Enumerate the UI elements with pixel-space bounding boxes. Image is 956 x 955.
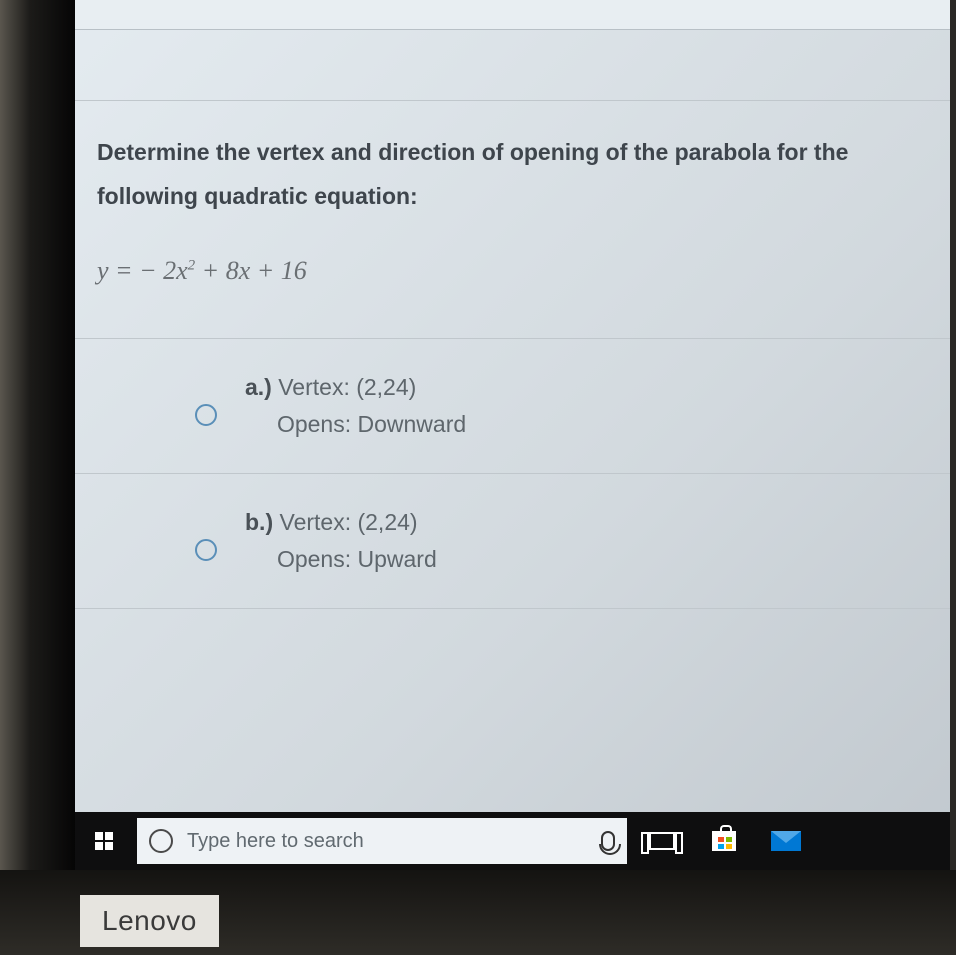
windows-icon <box>95 832 113 850</box>
option-b-line2: Opens: Upward <box>277 546 437 572</box>
start-button[interactable] <box>75 812 133 870</box>
mail-button[interactable] <box>755 812 817 870</box>
taskbar-icons <box>631 812 817 870</box>
windows-taskbar: Type here to search <box>75 812 950 870</box>
question-line1: Determine the vertex and direction of op… <box>97 139 848 165</box>
option-a-content: a.) Vertex: (2,24) Opens: Downward <box>245 369 466 443</box>
radio-a[interactable] <box>195 404 217 426</box>
question-line2: following quadratic equation: <box>97 183 418 209</box>
option-a-line2: Opens: Downward <box>277 411 466 437</box>
laptop-brand-badge: Lenovo <box>80 895 219 947</box>
radio-b[interactable] <box>195 539 217 561</box>
option-b-content: b.) Vertex: (2,24) Opens: Upward <box>245 504 437 578</box>
question-card: Determine the vertex and direction of op… <box>75 100 950 338</box>
screen-area: Determine the vertex and direction of op… <box>75 0 950 870</box>
search-placeholder: Type here to search <box>187 830 364 853</box>
option-a[interactable]: a.) Vertex: (2,24) Opens: Downward <box>75 339 950 474</box>
search-icon <box>149 829 173 853</box>
option-b[interactable]: b.) Vertex: (2,24) Opens: Upward <box>75 474 950 609</box>
browser-top-strip <box>75 0 950 30</box>
option-b-label: b.) <box>245 509 273 535</box>
microphone-icon[interactable] <box>601 831 615 851</box>
task-view-icon <box>649 832 675 850</box>
option-a-line1: Vertex: (2,24) <box>278 374 416 400</box>
store-button[interactable] <box>693 812 755 870</box>
laptop-bezel-left <box>0 0 75 955</box>
option-a-label: a.) <box>245 374 272 400</box>
quadratic-equation: y = − 2x2 + 8x + 16 <box>97 218 928 328</box>
mail-icon <box>771 831 801 851</box>
store-icon <box>712 831 736 851</box>
task-view-button[interactable] <box>631 812 693 870</box>
answer-options: a.) Vertex: (2,24) Opens: Downward b.) V… <box>75 338 950 608</box>
taskbar-search[interactable]: Type here to search <box>137 818 627 864</box>
option-b-line1: Vertex: (2,24) <box>280 509 418 535</box>
question-prompt: Determine the vertex and direction of op… <box>97 131 928 218</box>
